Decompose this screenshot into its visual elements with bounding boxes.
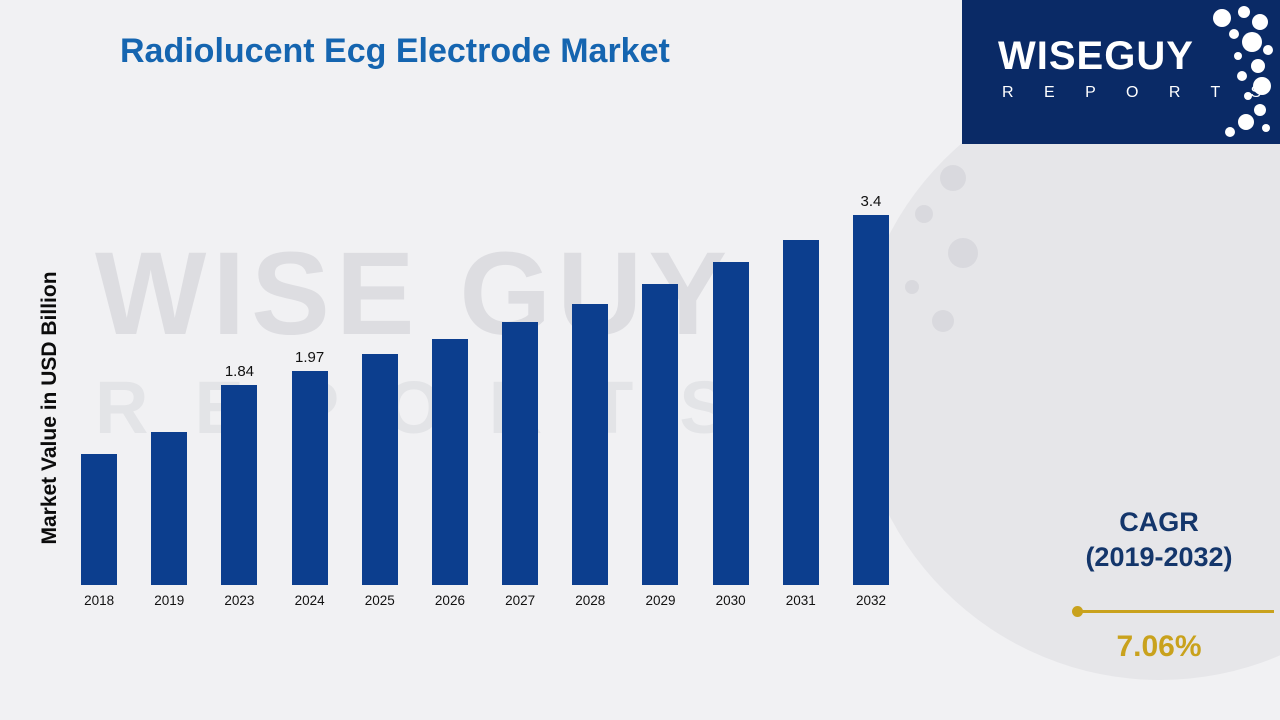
bar-column	[415, 165, 485, 585]
bar-column	[134, 165, 204, 585]
x-tick-label: 2032	[855, 593, 886, 608]
bar	[151, 432, 188, 585]
cagr-value: 7.06%	[1116, 630, 1202, 663]
x-tick-label: 2019	[154, 593, 185, 608]
watermark-line1: WISE GUY	[95, 228, 734, 360]
bar-value-label: 1.84	[224, 363, 255, 380]
bar-column	[696, 165, 766, 585]
y-axis-label: Market Value in USD Billion	[38, 271, 61, 545]
x-axis: 2018 2019 2023 2024 2025 2026 2027 2028 2029 2030…	[64, 593, 906, 608]
cagr-label: CAGR	[1119, 507, 1199, 537]
logo-wordmark: WISEGUY	[998, 34, 1194, 78]
decor-dot	[932, 310, 954, 332]
x-tick-label: 2029	[645, 593, 676, 608]
x-tick-label: 2028	[575, 593, 606, 608]
logo-subtitle: R E P O R T S	[1002, 84, 1275, 101]
background-circle	[855, 70, 1280, 680]
x-tick-label: 2024	[294, 593, 325, 608]
bar-column: 3.4	[836, 165, 906, 585]
decor-dot	[915, 205, 933, 223]
face-profile-icon	[1213, 6, 1273, 137]
logo-block: WISEGUY R E P O R T S	[962, 0, 1280, 144]
bar-column	[766, 165, 836, 585]
bar	[712, 262, 749, 585]
bar	[361, 354, 398, 585]
bar	[221, 385, 258, 585]
divider-line	[1078, 610, 1274, 613]
bar-column	[555, 165, 625, 585]
bar	[291, 371, 328, 585]
bar-column	[485, 165, 555, 585]
logo: WISEGUY R E P O R T S	[998, 36, 1274, 102]
divider-dot	[1072, 606, 1083, 617]
bar	[852, 215, 889, 585]
x-tick-label: 2023	[224, 593, 255, 608]
bar	[642, 284, 679, 585]
cagr-panel: CAGR (2019-2032)	[1040, 505, 1278, 575]
x-tick-label: 2031	[785, 593, 816, 608]
bar	[81, 454, 118, 585]
x-tick-label: 2025	[364, 593, 395, 608]
x-tick-label: 2027	[505, 593, 536, 608]
bar-column	[64, 165, 134, 585]
bar	[572, 304, 609, 585]
bar	[431, 339, 468, 585]
bar-value-label: 1.97	[295, 349, 325, 366]
bar	[782, 240, 819, 585]
x-tick-label: 2018	[84, 593, 115, 608]
bar-column	[625, 165, 695, 585]
decor-dot	[948, 238, 978, 268]
bar-column: 1.97	[275, 165, 345, 585]
bar-value-label: 3.4	[860, 193, 882, 210]
bar-column	[345, 165, 415, 585]
decor-dot	[940, 165, 966, 191]
bar-column: 1.84	[204, 165, 274, 585]
x-tick-label: 2026	[434, 593, 465, 608]
cagr-range: (2019-2032)	[1085, 542, 1233, 573]
page-title: Radiolucent Ecg Electrode Market	[120, 32, 670, 70]
bar	[502, 322, 539, 585]
x-tick-label: 2030	[715, 593, 746, 608]
bars: 1.84 1.97 3.4	[64, 165, 906, 585]
decor-dot	[905, 280, 919, 294]
